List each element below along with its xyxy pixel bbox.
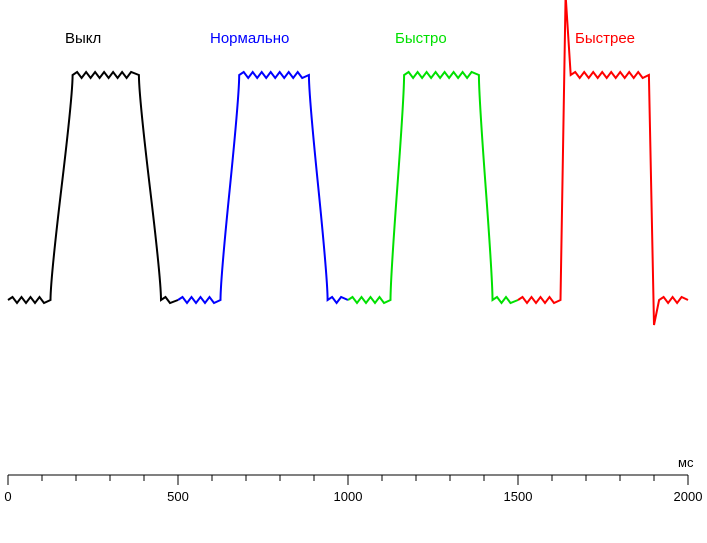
series-normal <box>178 72 348 303</box>
x-tick-label: 1000 <box>334 489 363 504</box>
x-tick-label: 1500 <box>504 489 533 504</box>
x-tick-label: 500 <box>167 489 189 504</box>
series-label-faster: Быстрее <box>575 30 635 47</box>
series-off <box>8 72 178 303</box>
x-axis-unit: мс <box>678 455 693 470</box>
series-label-off: Выкл <box>65 30 101 47</box>
chart-svg <box>0 0 707 543</box>
series-label-normal: Нормально <box>210 30 289 47</box>
series-faster <box>518 0 688 325</box>
x-tick-label: 0 <box>4 489 11 504</box>
chart-container: 0 500 1000 1500 2000 мс Выкл Нормально Быстро Быс… <box>0 0 707 543</box>
x-tick-label: 2000 <box>674 489 703 504</box>
series-fast <box>348 72 518 303</box>
series-label-fast: Быстро <box>395 30 447 47</box>
